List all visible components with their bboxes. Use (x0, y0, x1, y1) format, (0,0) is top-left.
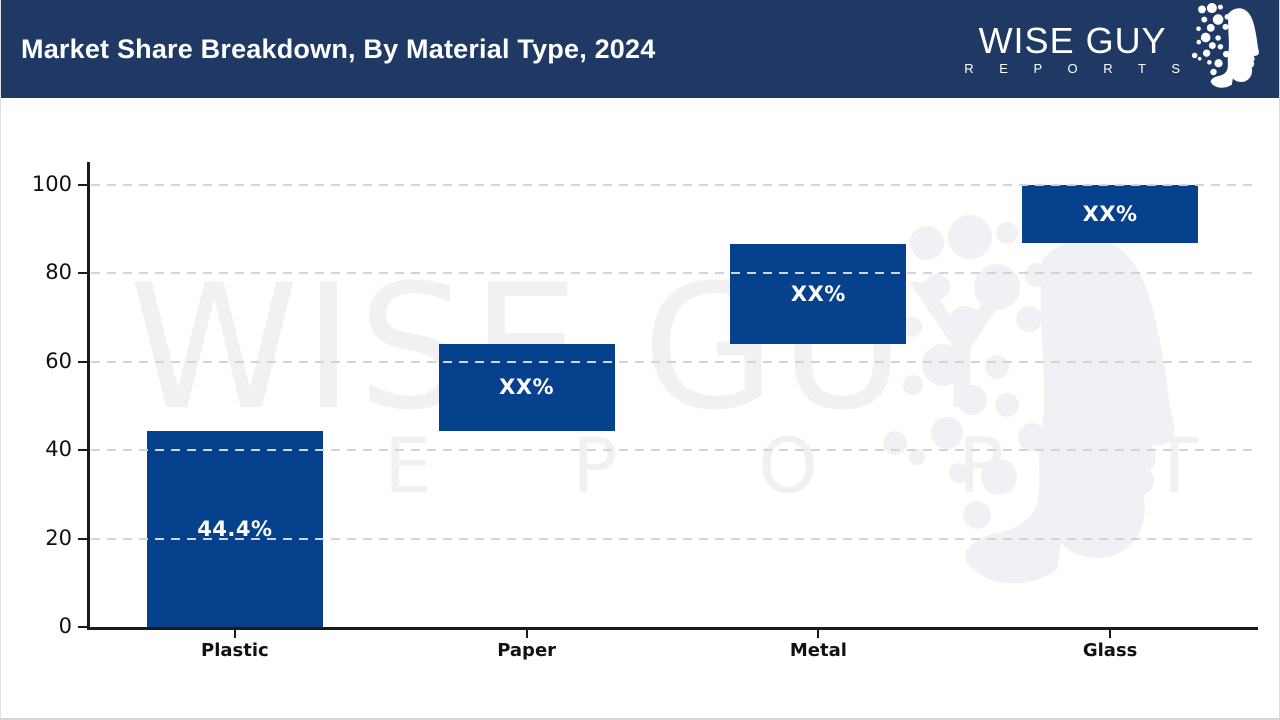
gridline-80 (91, 272, 1258, 275)
y-tick-40 (78, 449, 87, 452)
x-tick-label-paper: Paper (497, 640, 557, 661)
gridline-40 (91, 449, 1258, 452)
header-band: Market Share Breakdown, By Material Type… (1, 0, 1279, 98)
logo-text: WISE GUY R E P O R T S (954, 20, 1191, 76)
x-tick-plastic (233, 629, 236, 638)
y-axis-line (87, 162, 90, 629)
y-tick-label-100: 100 (31, 172, 72, 196)
bar-paper: XX% (438, 344, 615, 431)
y-tick-label-60: 60 (45, 348, 72, 373)
watermark-head-icon (883, 215, 1175, 584)
bar-value-label-glass: XX% (1082, 202, 1138, 227)
wise-guy-logo: WISE GUY R E P O R T S (954, 0, 1273, 98)
y-tick-label-0: 0 (58, 614, 72, 638)
x-axis-line (87, 627, 1258, 630)
bar-plastic: 44.4% (146, 430, 323, 627)
x-tick-label-metal: Metal (789, 640, 847, 661)
bar-metal: XX% (730, 244, 907, 345)
logo-wordmark: WISE GUY (978, 20, 1167, 61)
y-tick-label-20: 20 (45, 525, 72, 550)
y-tick-label-80: 80 (45, 260, 72, 285)
y-tick-0 (78, 626, 87, 628)
y-tick-60 (78, 360, 87, 363)
x-tick-label-glass: Glass (1082, 640, 1138, 661)
x-tick-metal (817, 629, 820, 638)
x-tick-glass (1109, 629, 1112, 638)
bar-value-label-paper: XX% (499, 375, 555, 400)
chart-title: Market Share Breakdown, By Material Type… (21, 33, 656, 64)
x-tick-label-plastic: Plastic (201, 640, 269, 661)
gridline-60 (91, 360, 1258, 363)
y-tick-20 (78, 537, 87, 540)
bar-value-label-metal: XX% (790, 282, 846, 307)
x-tick-paper (525, 629, 528, 638)
dotted-head-icon (1191, 3, 1259, 88)
logo-subtext: R E P O R T S (964, 61, 1191, 76)
gridline-100 (91, 184, 1258, 186)
bar-value-label-plastic: 44.4% (197, 516, 273, 541)
y-tick-80 (78, 272, 87, 275)
gridline-20 (91, 537, 1258, 540)
bar-glass: XX% (1022, 185, 1199, 244)
y-tick-label-40: 40 (45, 437, 72, 462)
y-tick-100 (78, 184, 87, 186)
